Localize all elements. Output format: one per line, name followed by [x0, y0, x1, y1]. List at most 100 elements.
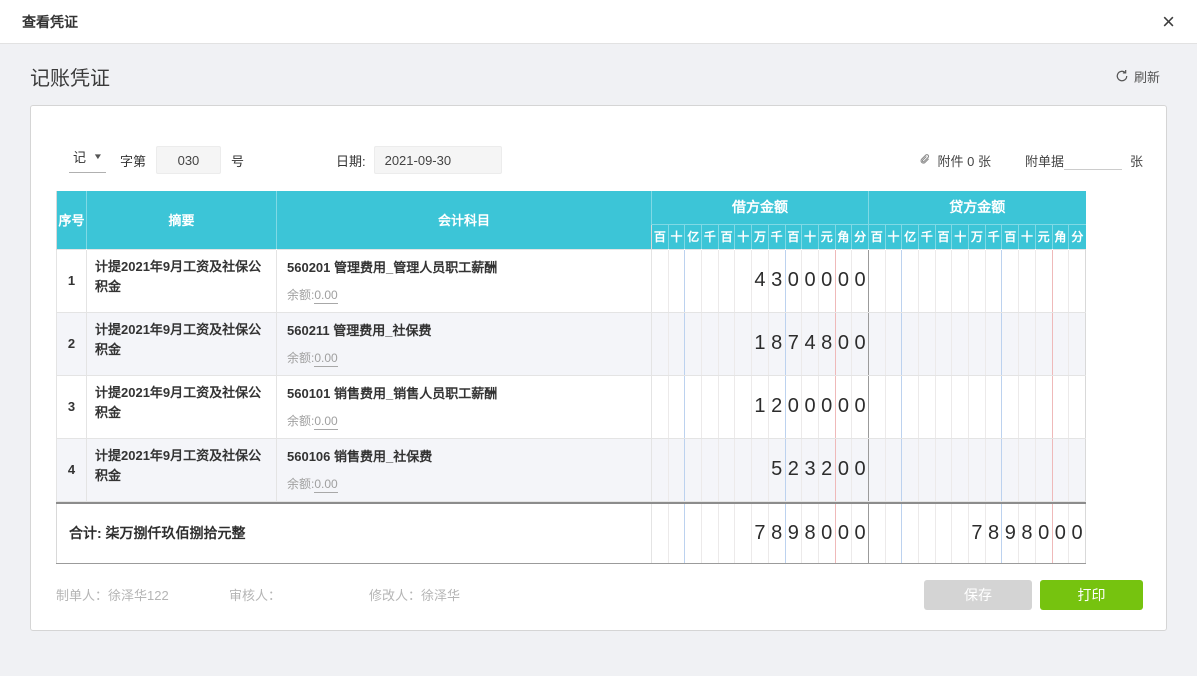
- amount-digit-cell: [884, 248, 902, 313]
- amount-digit-cell: [667, 437, 685, 502]
- amount-digit-cell: [734, 437, 752, 502]
- row-seq: 4: [56, 437, 87, 502]
- amount-digit-cell: 0: [801, 374, 819, 439]
- amount-digit-cell: 8: [1018, 502, 1036, 564]
- digit-col-credit-1: 百: [867, 223, 886, 249]
- voucher-word-select[interactable]: 记 ▼: [69, 147, 106, 173]
- amount-digit-cell: 2: [784, 437, 802, 502]
- amount-digit-cell: [701, 248, 719, 313]
- reviewer-field: 审核人：: [229, 588, 282, 603]
- table-spacer: [56, 501, 1086, 503]
- voucher-row: 4 计提2021年9月工资及社保公积金 560106 销售费用_社保费 余额:0.00…: [56, 437, 1086, 502]
- balance-text: 余额:0.00: [287, 286, 641, 304]
- balance-label: 余额:: [287, 287, 315, 302]
- amount-digit-cell: [867, 311, 886, 376]
- amount-digit-cell: [701, 437, 719, 502]
- amount-digit-cell: [734, 502, 752, 564]
- amount-digit-cell: [751, 437, 769, 502]
- refresh-button[interactable]: 刷新: [1115, 67, 1167, 86]
- amount-digit-cell: [1068, 311, 1086, 376]
- row-seq: 1: [56, 248, 87, 313]
- row-summary: 计提2021年9月工资及社保公积金: [86, 311, 277, 376]
- print-button[interactable]: 打印: [1040, 579, 1143, 610]
- digit-col-debit-7: 万: [751, 223, 769, 249]
- modifier-field: 修改人：徐泽华: [369, 588, 461, 603]
- col-header-seq: 序号: [56, 191, 87, 249]
- amount-digit-cell: [1034, 374, 1052, 439]
- amount-digit-cell: [867, 374, 886, 439]
- col-header-summary: 摘要: [86, 191, 277, 249]
- amount-digit-cell: 4: [801, 311, 819, 376]
- amount-digit-cell: 2: [767, 374, 785, 439]
- amount-digit-cell: [667, 248, 685, 313]
- amount-digit-cell: 8: [767, 502, 785, 564]
- amount-digit-cell: [984, 374, 1002, 439]
- amount-digit-cell: [918, 311, 936, 376]
- digit-col-credit-7: 万: [968, 223, 986, 249]
- balance-label: 余额:: [287, 413, 315, 428]
- amount-digit-cell: 2: [817, 437, 836, 502]
- amount-digit-cell: 7: [784, 311, 802, 376]
- chevron-down-icon: ▼: [92, 152, 104, 161]
- digit-col-credit-11: 元: [1034, 223, 1052, 249]
- digit-col-credit-6: 十: [951, 223, 969, 249]
- amount-digit-cell: [918, 248, 936, 313]
- amount-digit-cell: [1001, 437, 1019, 502]
- digit-col-credit-3: 亿: [901, 223, 919, 249]
- subject-name: 560201 管理费用_管理人员职工薪酬: [287, 259, 498, 275]
- amount-digit-cell: [968, 374, 986, 439]
- digit-col-debit-11: 元: [817, 223, 836, 249]
- amount-digit-cell: 3: [801, 437, 819, 502]
- attachment-link[interactable]: 附件 0 张: [918, 151, 991, 170]
- amount-digit-cell: 0: [834, 502, 852, 564]
- amount-digit-cell: 5: [767, 437, 785, 502]
- amount-digit-cell: [867, 248, 886, 313]
- amount-digit-cell: 9: [784, 502, 802, 564]
- amount-digit-cell: [984, 437, 1002, 502]
- amount-digit-cell: [1034, 311, 1052, 376]
- voucher-number-input[interactable]: [155, 146, 221, 174]
- digit-col-credit-2: 十: [884, 223, 902, 249]
- digit-col-debit-1: 百: [651, 223, 669, 249]
- dialog-title: 查看凭证: [22, 13, 78, 30]
- digit-col-debit-3: 亿: [684, 223, 702, 249]
- amount-digit-cell: 0: [834, 248, 852, 313]
- amount-digit-cell: 1: [751, 311, 769, 376]
- row-subject: 560201 管理费用_管理人员职工薪酬 余额:0.00: [276, 248, 652, 313]
- subject-name: 560106 销售费用_社保费: [287, 448, 433, 464]
- page-title: 记账凭证: [30, 67, 110, 90]
- dialog-titlebar: 查看凭证 ×: [0, 0, 1197, 44]
- paperclip-icon: [920, 154, 929, 164]
- save-button[interactable]: 保存: [924, 579, 1032, 610]
- amount-digit-cell: [717, 374, 735, 439]
- row-summary: 计提2021年9月工资及社保公积金: [86, 437, 277, 502]
- voucher-row: 2 计提2021年9月工资及社保公积金 560211 管理费用_社保费 余额:0.00…: [56, 311, 1086, 376]
- voucher-footer: 制单人：徐泽华122 审核人： 修改人：徐泽华 保存 打印: [56, 579, 1143, 610]
- row-subject: 560211 管理费用_社保费 余额:0.00: [276, 311, 652, 376]
- amount-digit-cell: [951, 437, 969, 502]
- amount-digit-cell: [1001, 374, 1019, 439]
- refresh-label: 刷新: [1133, 69, 1160, 85]
- amount-digit-cell: 0: [1034, 502, 1052, 564]
- attach-doc-input[interactable]: [1063, 150, 1122, 170]
- amount-digit-cell: [1001, 248, 1019, 313]
- row-subject: 560106 销售费用_社保费 余额:0.00: [276, 437, 652, 502]
- balance-value: 0.00: [314, 287, 338, 304]
- amount-digit-cell: [884, 502, 902, 564]
- amount-digit-cell: [1051, 374, 1069, 439]
- amount-digit-cell: [684, 437, 702, 502]
- word-suffix-label: 字第: [119, 153, 146, 169]
- amount-digit-cell: 0: [851, 248, 869, 313]
- amount-digit-cell: [901, 437, 919, 502]
- amount-digit-cell: 0: [817, 502, 836, 564]
- close-icon[interactable]: ×: [1162, 8, 1175, 34]
- row-seq: 2: [56, 311, 87, 376]
- amount-digit-cell: [684, 248, 702, 313]
- amount-digit-cell: [951, 311, 969, 376]
- balance-label: 余额:: [287, 350, 315, 365]
- date-input[interactable]: [373, 146, 502, 174]
- balance-value: 0.00: [314, 476, 338, 493]
- balance-value: 0.00: [314, 350, 338, 367]
- amount-digit-cell: 0: [1068, 502, 1086, 564]
- amount-digit-cell: [651, 248, 669, 313]
